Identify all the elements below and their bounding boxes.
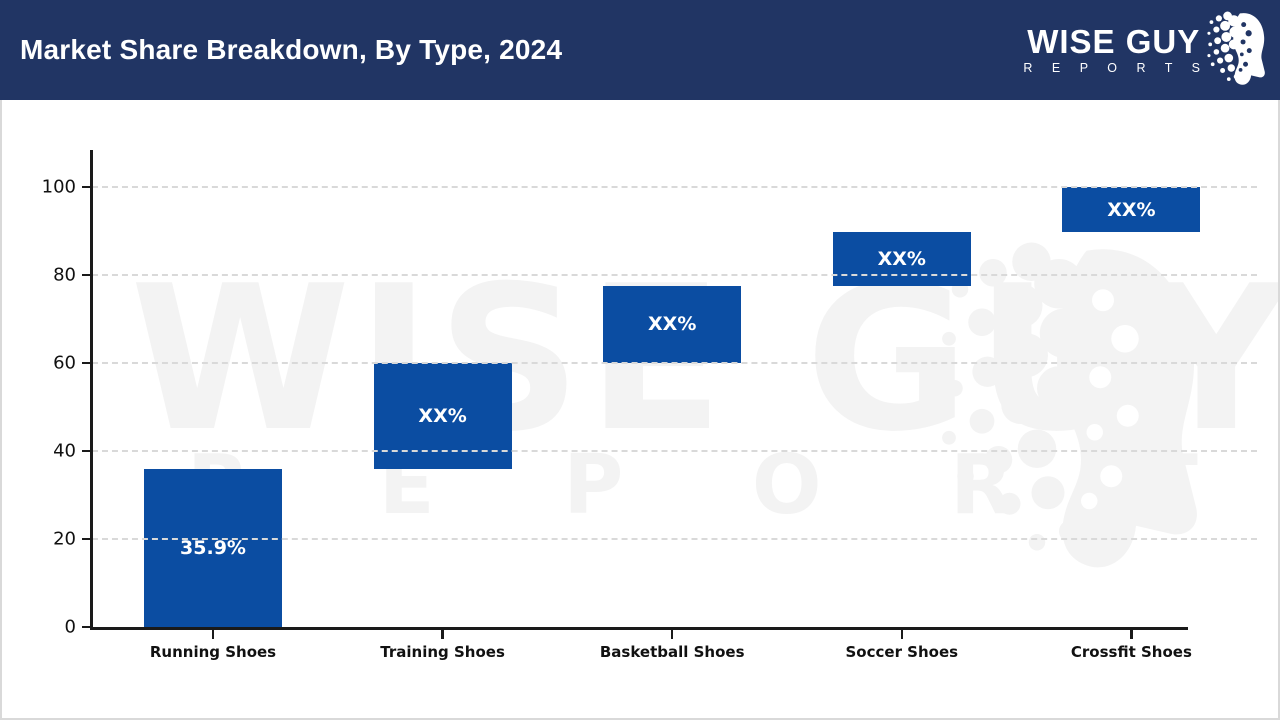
x-tick-0 — [211, 630, 215, 639]
x-tick-2 — [670, 630, 674, 639]
gridline-y-20 — [92, 538, 1257, 540]
bar-crossfit-shoes — [1062, 187, 1201, 233]
x-axis-line — [90, 627, 1188, 630]
gridline-y-40 — [92, 450, 1257, 452]
y-tick-80 — [82, 273, 91, 277]
x-tick-4 — [1130, 630, 1133, 639]
x-category-label: Training Shoes — [380, 643, 505, 661]
x-category-label: Soccer Shoes — [845, 643, 959, 661]
bar-value-label: XX% — [877, 247, 926, 270]
y-tick-40 — [82, 449, 91, 453]
gridline-y-100 — [92, 186, 1257, 188]
y-tick-label-100: 100 — [41, 176, 76, 198]
gridline-y-60 — [92, 362, 1257, 364]
y-tick-0 — [82, 625, 91, 629]
watermark-tagline: R E P O R T S — [187, 438, 1278, 533]
page-title: Market Share Breakdown, By Type, 2024 — [20, 34, 563, 65]
bar-soccer-shoes — [832, 232, 971, 286]
brand-logo: WISE GUY R E P O R T S — [1019, 9, 1280, 91]
y-tick-100 — [82, 185, 91, 189]
y-tick-60 — [82, 361, 91, 365]
gridline-y-80 — [92, 274, 1257, 276]
x-category-label: Crossfit Shoes — [1070, 643, 1192, 661]
bar-value-label: XX% — [1107, 198, 1156, 221]
x-category-label: Running Shoes — [149, 643, 277, 661]
y-tick-label-0: 0 — [64, 616, 76, 638]
y-tick-label-40: 40 — [53, 440, 76, 462]
brand-tagline: R E P O R T S — [1023, 61, 1208, 75]
bar-running-shoes — [144, 469, 282, 627]
y-tick-label-20: 20 — [53, 528, 76, 550]
y-tick-label-60: 60 — [53, 352, 76, 374]
x-tick-3 — [900, 630, 904, 639]
y-axis-line — [90, 150, 93, 630]
x-category-label: Basketball Shoes — [599, 643, 745, 661]
brand-logo-text: WISE GUY R E P O R T S — [1019, 25, 1208, 75]
bar-value-label: 35.9% — [180, 537, 246, 560]
brand-name: WISE GUY — [1027, 23, 1201, 60]
dotted-head-icon — [1207, 11, 1265, 85]
header: Market Share Breakdown, By Type, 2024 WI… — [0, 0, 1280, 100]
bar-basketball-shoes — [603, 285, 742, 363]
bar-value-label: XX% — [648, 313, 697, 336]
bar-value-label: XX% — [418, 405, 467, 428]
x-tick-1 — [441, 630, 444, 639]
y-tick-label-80: 80 — [53, 264, 76, 286]
y-tick-20 — [82, 537, 91, 541]
